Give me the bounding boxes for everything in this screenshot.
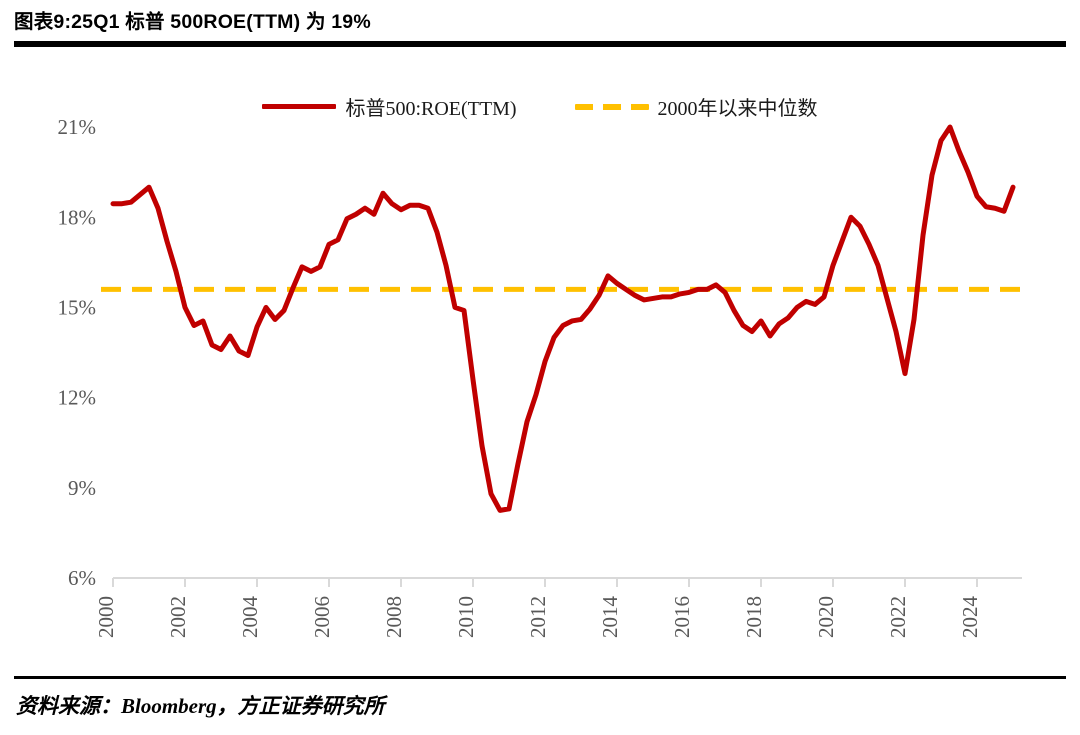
svg-text:21%: 21% [58, 115, 97, 139]
svg-text:2024: 2024 [958, 596, 982, 639]
footer-divider [14, 676, 1066, 679]
svg-text:15%: 15% [58, 295, 97, 319]
svg-text:2004: 2004 [238, 596, 262, 639]
roe-line-chart: 6% 9% 12% 15% 18% 21% 2000 2002 2004 2006 2008 201… [58, 115, 1028, 639]
source-note: 资料来源：Bloomberg，方正证券研究所 [16, 694, 385, 718]
svg-text:2010: 2010 [454, 596, 478, 638]
series-lines [110, 124, 1016, 513]
page-title: 图表9:25Q1 标普 500ROE(TTM) 为 19% [14, 11, 371, 33]
svg-text:2018: 2018 [742, 596, 766, 638]
chart-axis [112, 577, 1022, 587]
svg-text:2006: 2006 [310, 596, 334, 638]
title-block: 图表9:25Q1 标普 500ROE(TTM) 为 19% [14, 8, 1066, 44]
svg-text:18%: 18% [58, 205, 97, 229]
chart-area: 6% 9% 12% 15% 18% 21% 2000 2002 2004 2006 2008 201… [0, 52, 1080, 660]
svg-text:2016: 2016 [670, 596, 694, 638]
title-divider [14, 41, 1066, 47]
y-axis-tick-labels: 6% 9% 12% 15% 18% 21% [58, 115, 97, 590]
svg-text:2014: 2014 [598, 596, 622, 639]
svg-text:12%: 12% [58, 386, 97, 410]
svg-text:9%: 9% [68, 476, 96, 500]
svg-text:2002: 2002 [166, 596, 190, 638]
svg-text:2020: 2020 [814, 596, 838, 638]
x-axis-tick-labels: 2000 2002 2004 2006 2008 2010 2012 2014 2016 2018… [94, 596, 982, 639]
svg-text:6%: 6% [68, 566, 96, 590]
svg-text:2000: 2000 [94, 596, 118, 638]
svg-text:2012: 2012 [526, 596, 550, 638]
svg-text:2008: 2008 [382, 596, 406, 638]
svg-text:2022: 2022 [886, 596, 910, 638]
